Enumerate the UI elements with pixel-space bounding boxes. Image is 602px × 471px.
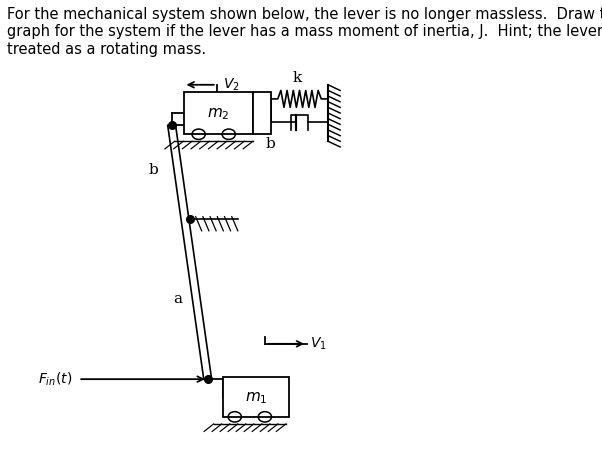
Polygon shape [168,124,211,380]
Bar [253,92,271,134]
Text: $V_2$: $V_2$ [223,77,240,93]
Text: $m_2$: $m_2$ [207,106,230,122]
Text: $V_1$: $V_1$ [310,336,327,352]
Text: For the mechanical system shown below, the lever is no longer massless.  Draw th: For the mechanical system shown below, t… [7,7,602,57]
Text: k: k [292,71,302,85]
Text: b: b [149,162,158,177]
Text: $F_{in}(t)$: $F_{in}(t)$ [38,371,72,388]
Text: a: a [173,292,182,306]
Bar [184,92,253,134]
Text: $m_1$: $m_1$ [244,390,267,406]
Text: b: b [266,137,276,151]
Bar [223,377,289,417]
